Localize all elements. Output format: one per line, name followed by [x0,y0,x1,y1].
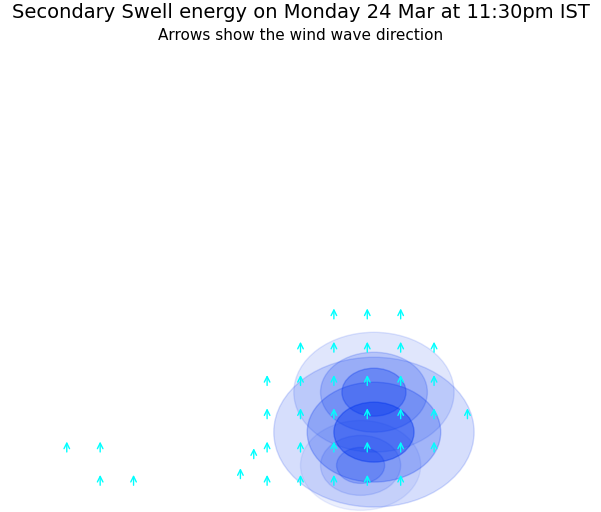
Ellipse shape [300,420,421,510]
Ellipse shape [294,332,454,452]
Ellipse shape [320,435,401,496]
Text: Secondary Swell energy on Monday 24 Mar at 11:30pm IST: Secondary Swell energy on Monday 24 Mar … [11,4,590,23]
Ellipse shape [274,357,474,507]
Ellipse shape [337,447,385,483]
Ellipse shape [342,368,406,416]
Ellipse shape [334,402,414,462]
Text: Arrows show the wind wave direction: Arrows show the wind wave direction [158,29,443,44]
Ellipse shape [320,352,427,432]
Ellipse shape [307,382,441,482]
